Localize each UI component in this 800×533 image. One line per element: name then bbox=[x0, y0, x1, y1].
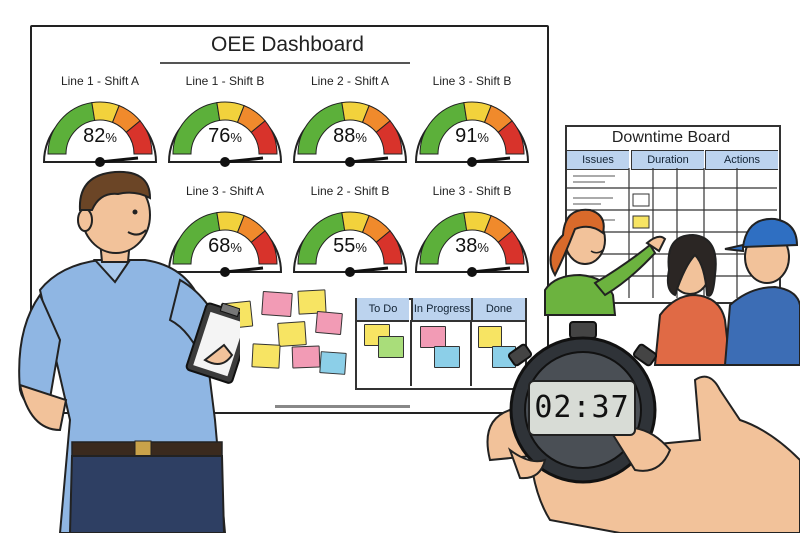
gauge-value-unit: % bbox=[230, 130, 242, 145]
oee-gauge bbox=[292, 101, 408, 167]
gauge-value: 38% bbox=[412, 235, 532, 258]
gauge-label: Line 3 - Shift A bbox=[185, 184, 265, 198]
oee-gauge bbox=[414, 101, 530, 167]
team-discussion-illustration bbox=[544, 208, 800, 366]
gauge-value-number: 76 bbox=[208, 125, 231, 147]
gauge-value: 91% bbox=[412, 125, 532, 148]
gauge-value-unit: % bbox=[477, 240, 489, 255]
oee-gauge bbox=[167, 211, 283, 277]
downtime-grid bbox=[567, 168, 777, 298]
gauge-value-unit: % bbox=[355, 240, 367, 255]
gauge-label: Line 2 - Shift A bbox=[310, 74, 390, 88]
downtime-board-title: Downtime Board bbox=[611, 129, 731, 146]
gauge-value-unit: % bbox=[355, 130, 367, 145]
kanban-divider bbox=[470, 320, 472, 386]
board-tray bbox=[275, 405, 410, 408]
downtime-column-issues: Issues bbox=[567, 150, 629, 170]
kanban-card bbox=[434, 346, 460, 368]
gauge-value-number: 55 bbox=[333, 235, 356, 257]
gauge-value-number: 91 bbox=[455, 125, 478, 147]
sticky-note bbox=[315, 310, 343, 336]
man-with-clipboard-illustration bbox=[18, 170, 240, 533]
kanban-column-done: Done bbox=[471, 298, 525, 322]
gauge-value: 68% bbox=[165, 235, 285, 258]
gauge-value-number: 88 bbox=[333, 125, 356, 147]
sticky-note bbox=[261, 290, 293, 318]
gauge-label: Line 3 - Shift B bbox=[432, 184, 512, 198]
gauge-value: 82% bbox=[40, 125, 160, 148]
gauge-label: Line 3 - Shift B bbox=[432, 74, 512, 88]
oee-dashboard-title: OEE Dashboard bbox=[211, 33, 364, 56]
kanban-column-todo: To Do bbox=[357, 298, 409, 322]
sticky-note bbox=[319, 351, 347, 375]
downtime-column-actions: Actions bbox=[705, 150, 778, 170]
kanban-card bbox=[478, 326, 502, 348]
gauge-label: Line 1 - Shift B bbox=[185, 74, 265, 88]
title-underline bbox=[160, 62, 410, 64]
gauge-value-unit: % bbox=[105, 130, 117, 145]
oee-gauge bbox=[42, 101, 158, 167]
kanban-card bbox=[378, 336, 404, 358]
sticky-note bbox=[277, 321, 307, 347]
oee-gauge bbox=[292, 211, 408, 277]
stopwatch-display: 02:37 bbox=[528, 380, 636, 436]
gauge-value-number: 82 bbox=[83, 125, 106, 147]
kanban-column-in-progress: In Progress bbox=[411, 298, 471, 322]
gauge-value-unit: % bbox=[477, 130, 489, 145]
downtime-column-duration: Duration bbox=[631, 150, 704, 170]
oee-gauge bbox=[414, 211, 530, 277]
gauge-label: Line 1 - Shift A bbox=[60, 74, 140, 88]
gauge-value-unit: % bbox=[230, 240, 242, 255]
sticky-note bbox=[291, 345, 321, 369]
gauge-label: Line 2 - Shift B bbox=[310, 184, 390, 198]
sticky-note bbox=[251, 343, 281, 369]
kanban-divider bbox=[410, 320, 412, 386]
gauge-value-number: 38 bbox=[455, 235, 478, 257]
gauge-value-number: 68 bbox=[208, 235, 231, 257]
kanban-card bbox=[420, 326, 446, 348]
gauge-value: 88% bbox=[290, 125, 410, 148]
gauge-value: 76% bbox=[165, 125, 285, 148]
gauge-value: 55% bbox=[290, 235, 410, 258]
oee-gauge bbox=[167, 101, 283, 167]
